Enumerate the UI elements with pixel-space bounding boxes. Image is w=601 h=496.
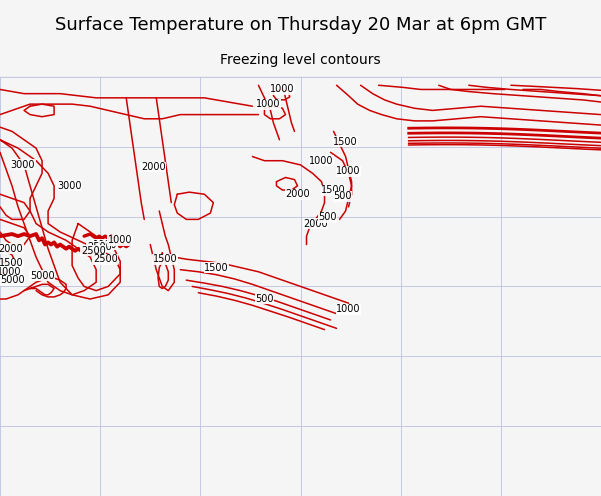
- Text: 1000: 1000: [270, 84, 294, 94]
- Text: 1000: 1000: [0, 267, 21, 277]
- Text: 2000: 2000: [0, 244, 23, 254]
- Text: 2500: 2500: [81, 246, 106, 256]
- Text: 2500: 2500: [93, 254, 118, 264]
- Text: 5000: 5000: [0, 275, 24, 285]
- Text: Freezing level contours: Freezing level contours: [220, 53, 381, 67]
- Text: 1500: 1500: [334, 137, 358, 147]
- Text: 1500: 1500: [153, 254, 177, 264]
- Text: 2000: 2000: [304, 219, 328, 229]
- Text: 2000: 2000: [141, 162, 165, 172]
- Text: Surface Temperature on Thursday 20 Mar at 6pm GMT: Surface Temperature on Thursday 20 Mar a…: [55, 15, 546, 34]
- Text: 1500: 1500: [0, 258, 23, 268]
- Text: 500: 500: [334, 191, 352, 201]
- Text: 1000: 1000: [257, 99, 281, 109]
- Text: 3000: 3000: [11, 160, 35, 170]
- Text: 1000: 1000: [93, 240, 117, 249]
- Text: 1000: 1000: [310, 156, 334, 166]
- Text: 500: 500: [319, 212, 337, 222]
- Text: 1000: 1000: [337, 166, 361, 176]
- Text: 2000: 2000: [285, 189, 310, 199]
- Text: 1500: 1500: [204, 262, 228, 273]
- Text: 3000: 3000: [57, 181, 81, 191]
- Text: 2500: 2500: [87, 242, 112, 251]
- Text: 1000: 1000: [337, 305, 361, 314]
- Text: 5000: 5000: [30, 271, 54, 281]
- Text: 1000: 1000: [108, 235, 132, 246]
- Text: 500: 500: [255, 294, 273, 304]
- Text: 1500: 1500: [322, 185, 346, 195]
